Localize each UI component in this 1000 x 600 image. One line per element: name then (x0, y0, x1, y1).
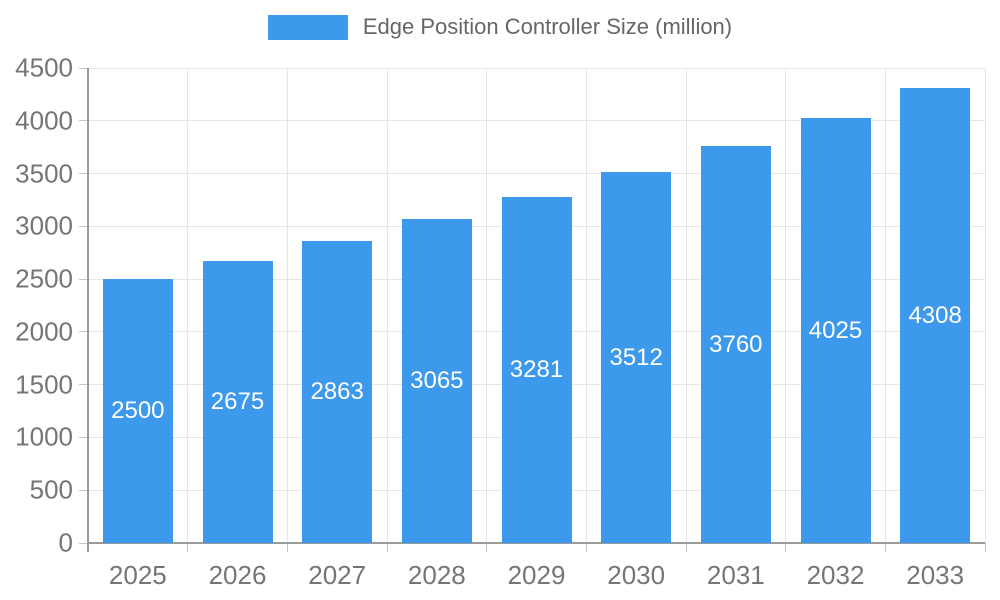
x-grid-line (187, 68, 189, 543)
x-axis-tick (585, 543, 587, 552)
x-tick-label: 2033 (906, 560, 965, 590)
x-grid-line (585, 68, 587, 543)
y-tick-label: 500 (29, 474, 73, 505)
y-tick-label: 1500 (15, 369, 73, 400)
bar[interactable] (302, 240, 373, 543)
y-axis-tick (79, 67, 88, 69)
x-tick-label: 2027 (308, 560, 367, 590)
bar-value-label: 4308 (908, 301, 962, 329)
y-tick-label: 4500 (15, 52, 73, 83)
legend-label: Edge Position Controller Size (million) (362, 14, 733, 39)
bar-value-label: 3281 (509, 355, 564, 383)
bar[interactable] (401, 219, 472, 543)
y-tick-label: 3000 (15, 210, 73, 241)
bar[interactable] (601, 172, 672, 543)
x-grid-line (685, 68, 687, 543)
y-axis-tick (79, 542, 88, 544)
x-grid-line (286, 68, 288, 543)
y-axis-line (87, 68, 89, 552)
bar[interactable] (900, 88, 971, 543)
x-axis-tick (984, 543, 986, 552)
bar[interactable] (501, 196, 572, 543)
y-axis-tick (79, 489, 88, 491)
bar-value-label: 4025 (808, 316, 863, 344)
bar-value-label: 3065 (410, 367, 464, 395)
y-tick-label: 3500 (15, 158, 73, 189)
legend[interactable]: Edge Position Controller Size (million) (0, 14, 1000, 40)
x-axis-tick (685, 543, 687, 552)
y-axis-tick (79, 120, 88, 122)
x-tick-label: 2030 (607, 560, 666, 590)
x-axis-tick (286, 543, 288, 552)
y-axis-tick (79, 331, 88, 333)
x-grid-line (884, 68, 886, 543)
x-grid-line (785, 68, 787, 543)
bar-value-label: 2500 (111, 397, 165, 425)
x-axis-tick (884, 543, 886, 552)
x-axis-tick (785, 543, 787, 552)
x-grid-line (386, 68, 388, 543)
y-grid-line (88, 173, 985, 175)
y-axis-tick (79, 384, 88, 386)
y-axis-tick (79, 173, 88, 175)
y-grid-line (88, 67, 985, 69)
x-tick-label: 2025 (108, 560, 167, 590)
y-grid-line (88, 120, 985, 122)
x-axis-tick (486, 543, 488, 552)
bar[interactable] (202, 260, 273, 543)
bar[interactable] (102, 279, 173, 543)
bar[interactable] (800, 118, 871, 543)
y-axis-tick (79, 436, 88, 438)
x-tick-label: 2029 (507, 560, 566, 590)
x-tick-label: 2031 (706, 560, 765, 590)
x-axis-line (88, 542, 985, 544)
x-tick-label: 2028 (407, 560, 466, 590)
legend-swatch-icon (267, 14, 348, 40)
bar-value-label: 2675 (210, 387, 265, 415)
x-grid-line (486, 68, 488, 543)
x-tick-label: 2026 (208, 560, 267, 590)
y-axis-tick (79, 278, 88, 280)
bar-value-label: 3512 (609, 343, 663, 371)
y-tick-label: 2000 (15, 316, 73, 347)
x-axis-tick (386, 543, 388, 552)
y-tick-label: 4000 (15, 105, 73, 136)
bar[interactable] (700, 146, 771, 543)
bar-value-label: 3760 (709, 330, 763, 358)
y-tick-label: 1000 (15, 421, 73, 452)
y-tick-label: 0 (58, 527, 73, 558)
bar-value-label: 2863 (310, 377, 364, 405)
x-grid-line (984, 68, 986, 543)
x-tick-label: 2032 (806, 560, 865, 590)
y-tick-label: 2500 (15, 263, 73, 294)
y-axis-tick (79, 225, 88, 227)
x-axis-tick (187, 543, 189, 552)
